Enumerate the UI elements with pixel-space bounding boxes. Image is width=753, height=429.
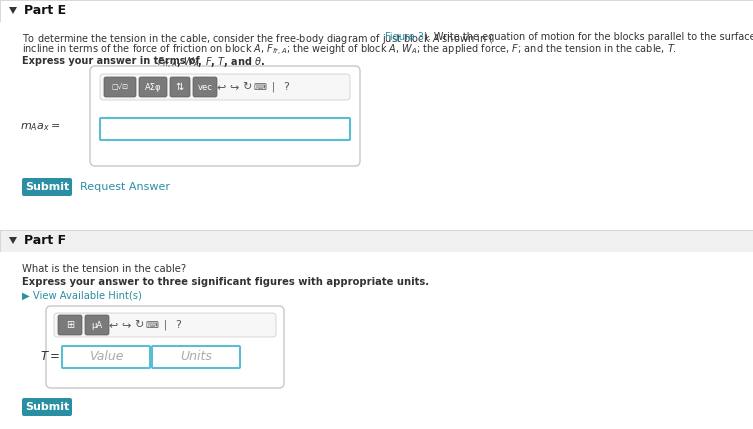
Text: ?: ? [175,320,181,330]
Text: AΣφ: AΣφ [145,82,161,91]
Text: □√⊡: □√⊡ [111,84,129,91]
Text: Submit: Submit [25,182,69,192]
Text: ↪: ↪ [230,82,239,92]
FancyBboxPatch shape [62,346,150,368]
Bar [0,230,753,252]
FancyBboxPatch shape [22,178,72,196]
FancyBboxPatch shape [104,77,136,97]
Text: μA: μA [91,320,102,329]
FancyBboxPatch shape [100,74,350,100]
Text: Request Answer: Request Answer [80,182,170,192]
Text: $T =$: $T =$ [40,350,60,363]
FancyBboxPatch shape [46,306,284,388]
Polygon shape [9,7,17,14]
Text: vec: vec [197,82,212,91]
Text: Express your answer in terms of: Express your answer in terms of [22,56,203,66]
Bar [0,252,753,429]
Text: ↻: ↻ [134,320,144,330]
Bar [0,22,753,230]
Text: |: | [271,82,275,92]
Text: What is the tension in the cable?: What is the tension in the cable? [22,264,186,274]
FancyBboxPatch shape [152,346,240,368]
FancyBboxPatch shape [100,118,350,140]
Text: Express your answer to three significant figures with appropriate units.: Express your answer to three significant… [22,277,429,287]
Text: ⇅: ⇅ [176,82,184,92]
Text: $m_A a_x =$: $m_A a_x =$ [20,121,60,133]
Text: ?: ? [283,82,289,92]
Text: To determine the tension in the cable, consider the free-body diagram of just bl: To determine the tension in the cable, c… [22,32,493,46]
Text: ↻: ↻ [242,82,252,92]
Text: ⌨: ⌨ [145,320,158,329]
Text: ⊞: ⊞ [66,320,74,330]
Text: incline in terms of the force of friction on block $A$, $F_{fr,A}$; the weight o: incline in terms of the force of frictio… [22,43,677,58]
FancyBboxPatch shape [85,315,109,335]
Text: Figure 3: Figure 3 [385,32,424,42]
Text: ▶ View Available Hint(s): ▶ View Available Hint(s) [22,291,142,301]
Text: ↩: ↩ [216,82,226,92]
FancyBboxPatch shape [193,77,217,97]
Text: Value: Value [89,350,123,363]
FancyBboxPatch shape [22,398,72,416]
Text: |: | [163,320,166,330]
Text: Submit: Submit [25,402,69,412]
Text: ). Write the equation of motion for the blocks parallel to the surface of the: ). Write the equation of motion for the … [424,32,753,42]
FancyBboxPatch shape [139,77,167,97]
Bar [0,0,753,22]
Polygon shape [9,237,17,244]
Text: ↪: ↪ [121,320,131,330]
Text: Part E: Part E [24,4,66,17]
Text: $F_{fr,A}$, $W_A$, $F$, $T$, and $\theta$.: $F_{fr,A}$, $W_A$, $F$, $T$, and $\theta… [157,56,266,71]
FancyBboxPatch shape [170,77,190,97]
FancyBboxPatch shape [54,313,276,337]
Text: Units: Units [180,350,212,363]
FancyBboxPatch shape [90,66,360,166]
Text: ⌨: ⌨ [254,82,267,91]
FancyBboxPatch shape [58,315,82,335]
Text: Part F: Part F [24,234,66,247]
Text: ↩: ↩ [108,320,117,330]
